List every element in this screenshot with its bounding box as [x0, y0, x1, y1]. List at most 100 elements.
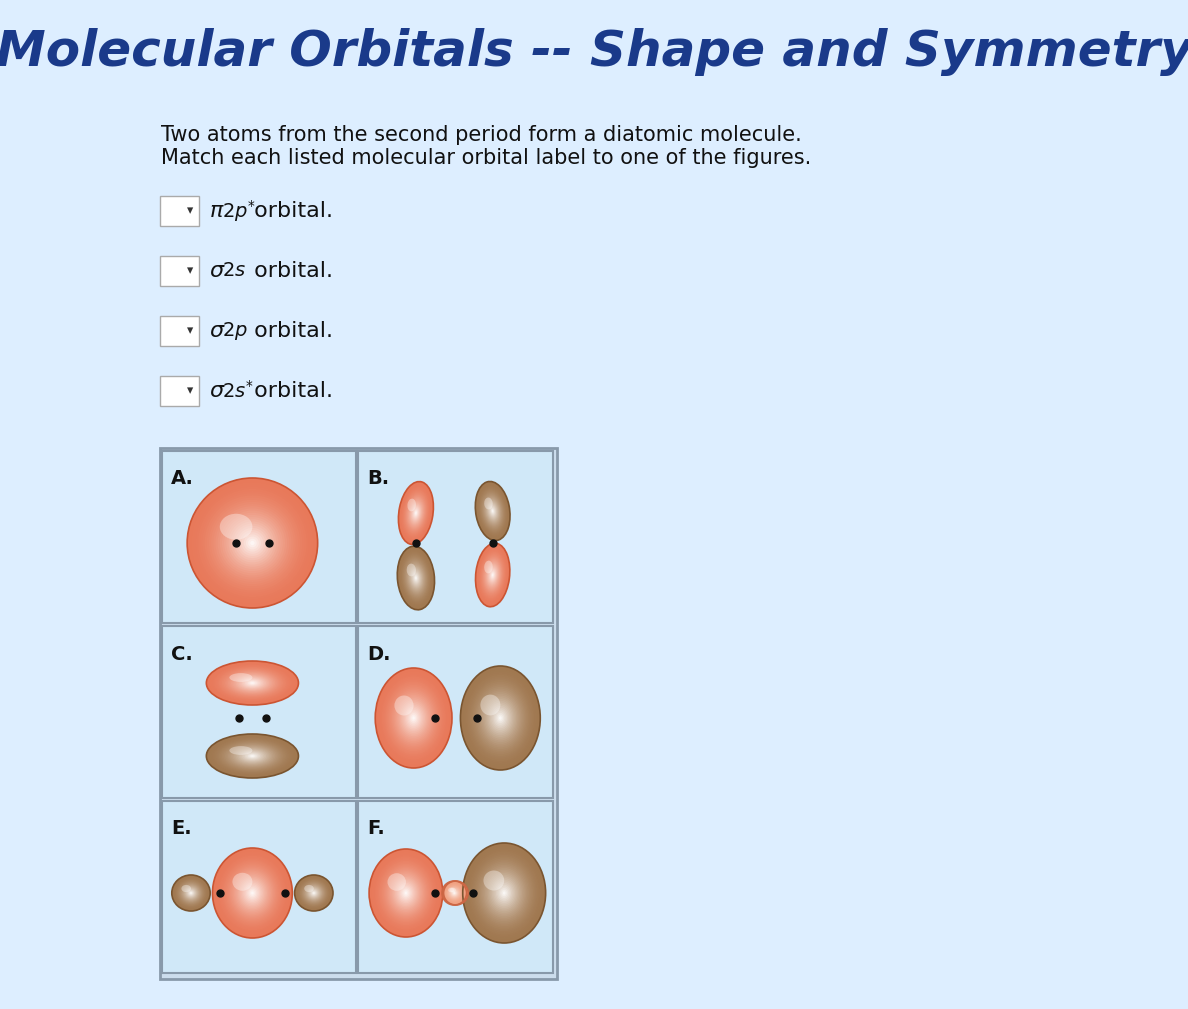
- Ellipse shape: [301, 881, 327, 905]
- Ellipse shape: [446, 883, 467, 903]
- Ellipse shape: [204, 495, 301, 590]
- Ellipse shape: [475, 543, 510, 606]
- Ellipse shape: [402, 554, 430, 602]
- Ellipse shape: [478, 485, 507, 537]
- Ellipse shape: [251, 756, 254, 757]
- Ellipse shape: [500, 888, 508, 898]
- Ellipse shape: [229, 746, 252, 755]
- Ellipse shape: [238, 676, 267, 690]
- Ellipse shape: [410, 567, 422, 588]
- Ellipse shape: [215, 851, 290, 935]
- FancyBboxPatch shape: [359, 801, 552, 973]
- Ellipse shape: [229, 673, 252, 682]
- Ellipse shape: [453, 889, 460, 897]
- Ellipse shape: [378, 671, 449, 765]
- Ellipse shape: [238, 528, 267, 558]
- Ellipse shape: [176, 879, 207, 907]
- Ellipse shape: [235, 675, 270, 691]
- Ellipse shape: [403, 889, 410, 897]
- Ellipse shape: [214, 504, 291, 582]
- Ellipse shape: [474, 683, 527, 753]
- Ellipse shape: [480, 490, 505, 532]
- Ellipse shape: [406, 708, 422, 728]
- Ellipse shape: [309, 888, 318, 898]
- Ellipse shape: [480, 552, 505, 598]
- Ellipse shape: [220, 668, 285, 698]
- Ellipse shape: [304, 884, 323, 902]
- Ellipse shape: [497, 712, 505, 723]
- Ellipse shape: [480, 692, 520, 744]
- Ellipse shape: [222, 513, 283, 573]
- Ellipse shape: [379, 861, 432, 925]
- Ellipse shape: [491, 508, 495, 515]
- Ellipse shape: [217, 666, 287, 700]
- Ellipse shape: [486, 500, 499, 522]
- Ellipse shape: [229, 672, 276, 694]
- Ellipse shape: [450, 889, 459, 897]
- Ellipse shape: [244, 752, 261, 761]
- Ellipse shape: [311, 891, 316, 895]
- Ellipse shape: [214, 850, 291, 936]
- Ellipse shape: [308, 887, 321, 899]
- Ellipse shape: [225, 670, 280, 696]
- Ellipse shape: [234, 674, 271, 692]
- Ellipse shape: [476, 546, 508, 604]
- Ellipse shape: [182, 885, 200, 901]
- Ellipse shape: [491, 509, 494, 514]
- Ellipse shape: [451, 888, 461, 898]
- Ellipse shape: [409, 500, 423, 526]
- Ellipse shape: [453, 891, 456, 895]
- Ellipse shape: [196, 486, 309, 599]
- Ellipse shape: [404, 704, 424, 732]
- Ellipse shape: [244, 535, 261, 552]
- Ellipse shape: [485, 497, 493, 510]
- Ellipse shape: [407, 563, 424, 593]
- Ellipse shape: [391, 876, 421, 910]
- Ellipse shape: [453, 892, 455, 894]
- Ellipse shape: [207, 497, 298, 588]
- Text: orbital.: orbital.: [247, 321, 333, 341]
- Ellipse shape: [398, 698, 429, 738]
- Ellipse shape: [481, 553, 505, 597]
- Ellipse shape: [406, 496, 425, 530]
- Ellipse shape: [296, 876, 331, 910]
- Ellipse shape: [463, 843, 545, 943]
- Ellipse shape: [235, 874, 270, 912]
- Ellipse shape: [188, 890, 194, 896]
- Ellipse shape: [397, 696, 430, 740]
- Ellipse shape: [470, 853, 537, 933]
- Ellipse shape: [475, 481, 510, 541]
- Ellipse shape: [448, 886, 463, 900]
- Ellipse shape: [234, 872, 271, 914]
- Ellipse shape: [400, 886, 412, 900]
- Ellipse shape: [214, 738, 291, 774]
- Ellipse shape: [488, 566, 498, 583]
- Ellipse shape: [375, 857, 437, 929]
- Ellipse shape: [482, 493, 503, 529]
- Ellipse shape: [223, 860, 282, 926]
- Ellipse shape: [480, 551, 506, 599]
- Ellipse shape: [488, 702, 512, 734]
- Ellipse shape: [310, 890, 317, 896]
- Ellipse shape: [465, 845, 544, 941]
- Ellipse shape: [495, 883, 512, 903]
- Ellipse shape: [392, 877, 419, 909]
- Ellipse shape: [495, 711, 506, 724]
- Ellipse shape: [484, 695, 518, 741]
- Text: orbital.: orbital.: [247, 201, 333, 221]
- Ellipse shape: [223, 669, 282, 697]
- Ellipse shape: [215, 665, 289, 700]
- Ellipse shape: [484, 557, 503, 593]
- Ellipse shape: [239, 530, 265, 556]
- Ellipse shape: [235, 526, 270, 560]
- Ellipse shape: [182, 885, 191, 892]
- Ellipse shape: [209, 736, 296, 777]
- Ellipse shape: [474, 857, 535, 929]
- Ellipse shape: [299, 880, 328, 906]
- Ellipse shape: [178, 881, 204, 905]
- Ellipse shape: [499, 716, 501, 719]
- Ellipse shape: [233, 524, 272, 562]
- Ellipse shape: [239, 878, 266, 908]
- Ellipse shape: [225, 515, 280, 571]
- Text: $\sigma$: $\sigma$: [209, 261, 226, 281]
